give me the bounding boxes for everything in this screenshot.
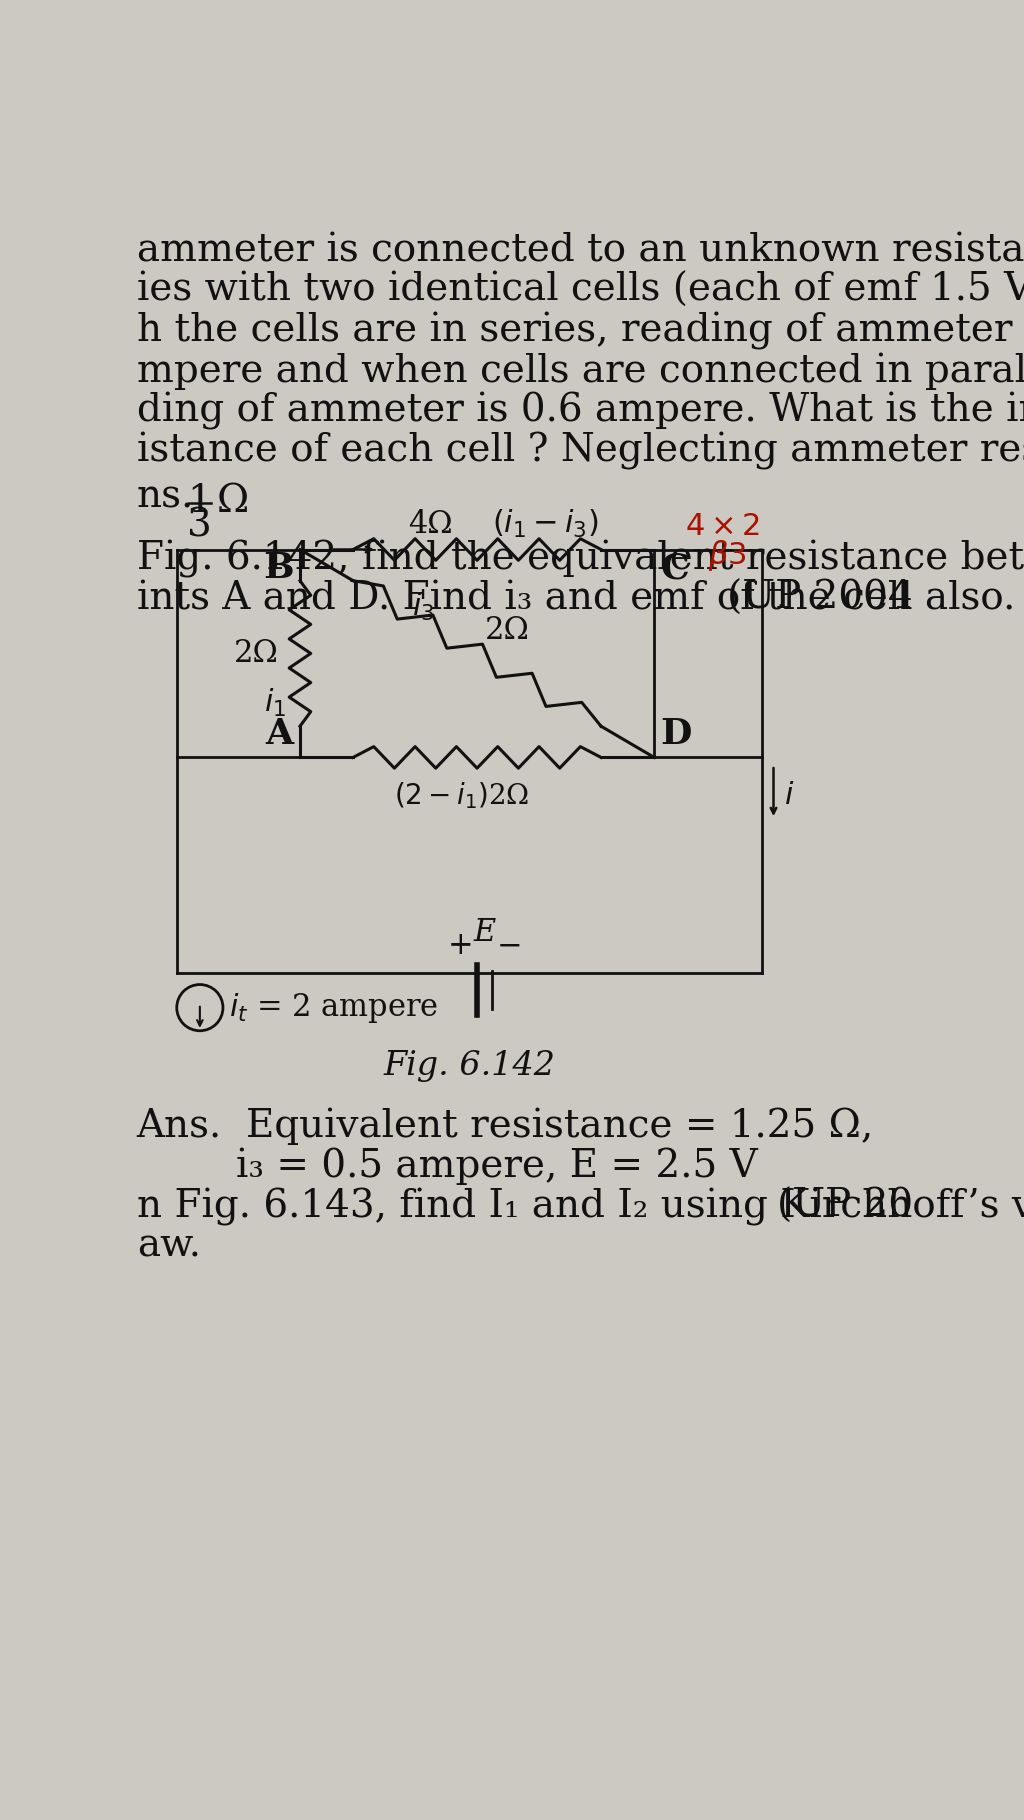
Text: ies with two identical cells (each of emf 1.5 V) wheₙ: ies with two identical cells (each of em… <box>137 273 1024 309</box>
Text: $\beta 3$: $\beta 3$ <box>708 537 746 573</box>
Text: Fig. 6.142, find the equivalent resistance betweeₙ: Fig. 6.142, find the equivalent resistan… <box>137 541 1024 579</box>
Text: D: D <box>660 717 691 752</box>
Text: Ans.  Equivalent resistance = 1.25 Ω,: Ans. Equivalent resistance = 1.25 Ω, <box>137 1108 873 1145</box>
Text: istance of each cell ? Neglecting ammeter resistance.: istance of each cell ? Neglecting ammete… <box>137 433 1024 470</box>
Text: ints A and D. Find i₃ and emf of the cell also.: ints A and D. Find i₃ and emf of the cel… <box>137 581 1015 617</box>
Text: 4Ω: 4Ω <box>409 510 454 541</box>
Text: (UP 20: (UP 20 <box>777 1188 912 1225</box>
Text: i₃ = 0.5 ampere, E = 2.5 V: i₃ = 0.5 ampere, E = 2.5 V <box>137 1148 758 1185</box>
Text: E: E <box>474 917 496 948</box>
Text: $(i_1-i_3)$: $(i_1-i_3)$ <box>493 508 599 541</box>
Text: $i_3$: $i_3$ <box>412 590 434 622</box>
Text: −: − <box>497 930 522 961</box>
Text: 1: 1 <box>187 482 212 519</box>
Text: $4\times 2$: $4\times 2$ <box>685 511 760 542</box>
Text: 2Ω: 2Ω <box>233 639 279 670</box>
Text: 3: 3 <box>187 508 212 544</box>
Text: $i$: $i$ <box>783 781 794 812</box>
Text: (UP 2004: (UP 2004 <box>727 581 912 617</box>
Text: Ω: Ω <box>217 482 249 519</box>
Text: 2Ω: 2Ω <box>484 615 529 646</box>
Text: ding of ammeter is 0.6 ampere. What is the internaₗ: ding of ammeter is 0.6 ampere. What is t… <box>137 393 1024 430</box>
Text: $i_1$: $i_1$ <box>264 686 286 719</box>
Text: $(2-i_1)$2Ω: $(2-i_1)$2Ω <box>394 781 529 812</box>
Text: B: B <box>263 551 294 584</box>
Text: A: A <box>265 717 294 752</box>
Text: n Fig. 6.143, find I₁ and I₂ using Kirchhoff’s voltₐ: n Fig. 6.143, find I₁ and I₂ using Kirch… <box>137 1188 1024 1227</box>
Text: ammeter is connected to an unknown resistance in: ammeter is connected to an unknown resis… <box>137 233 1024 269</box>
Text: Fig. 6.142: Fig. 6.142 <box>383 1050 555 1083</box>
Text: h the cells are in series, reading of ammeter iₛ: h the cells are in series, reading of am… <box>137 313 1024 349</box>
Text: +: + <box>447 930 473 961</box>
Text: $i_t$ = 2 ampere: $i_t$ = 2 ampere <box>229 990 438 1025</box>
Text: mpere and when cells are connected in paralleₗ: mpere and when cells are connected in pa… <box>137 353 1024 389</box>
Text: ns.: ns. <box>137 479 194 515</box>
Text: aw.: aw. <box>137 1228 201 1265</box>
Text: C: C <box>660 551 689 584</box>
